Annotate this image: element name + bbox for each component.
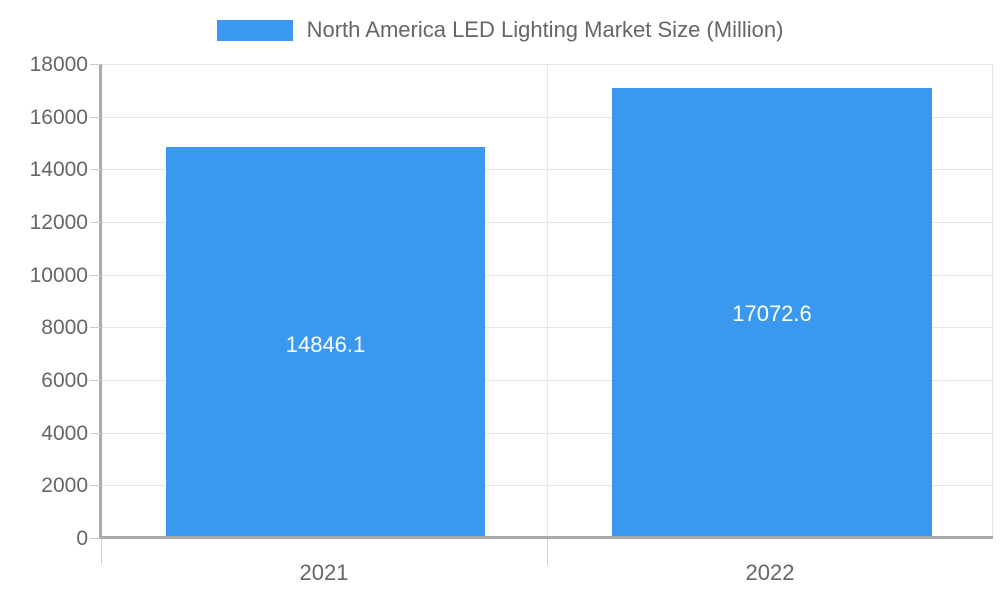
y-tick-10000 — [90, 275, 101, 276]
legend-item-north-america-led[interactable]: North America LED Lighting Market Size (… — [216, 17, 784, 42]
y-axis-label-18000: 18000 — [29, 53, 88, 76]
y-tick-6000 — [90, 380, 101, 381]
y-tick-14000 — [90, 169, 101, 170]
bar-2021[interactable] — [166, 147, 485, 538]
bar-2022[interactable] — [612, 88, 932, 538]
x-axis-label-2022: 2022 — [745, 560, 795, 585]
y-axis-line — [99, 64, 102, 538]
y-tick-0 — [90, 538, 101, 539]
y-tick-2000 — [90, 485, 101, 486]
y-axis-label-16000: 16000 — [29, 106, 88, 129]
y-axis-label-0: 0 — [76, 527, 88, 550]
bar-value-2021: 14846.1 — [285, 332, 366, 357]
y-axis-label-2000: 2000 — [41, 474, 88, 497]
x-tick-divider — [547, 539, 548, 565]
y-tick-18000 — [90, 64, 101, 65]
gridline-category-divider — [547, 64, 548, 538]
legend-color-swatch-icon — [216, 19, 293, 41]
legend-label: North America LED Lighting Market Size (… — [306, 17, 784, 42]
bar-value-2022: 17072.6 — [732, 301, 812, 326]
plot-area — [101, 64, 993, 538]
x-axis-line — [101, 536, 993, 539]
y-axis-label-14000: 14000 — [29, 158, 88, 181]
y-tick-16000 — [90, 117, 101, 118]
y-tick-12000 — [90, 222, 101, 223]
y-axis-label-10000: 10000 — [29, 264, 88, 287]
y-tick-8000 — [90, 327, 101, 328]
y-axis-label-8000: 8000 — [41, 316, 88, 339]
y-axis-label-4000: 4000 — [41, 422, 88, 445]
x-axis-label-2021: 2021 — [299, 560, 349, 585]
x-tick-left — [101, 539, 102, 565]
y-axis-label-12000: 12000 — [29, 211, 88, 234]
y-axis-label-6000: 6000 — [41, 369, 88, 392]
chart-legend: North America LED Lighting Market Size (… — [0, 12, 1000, 48]
plot-right-border — [992, 64, 993, 538]
y-tick-4000 — [90, 433, 101, 434]
